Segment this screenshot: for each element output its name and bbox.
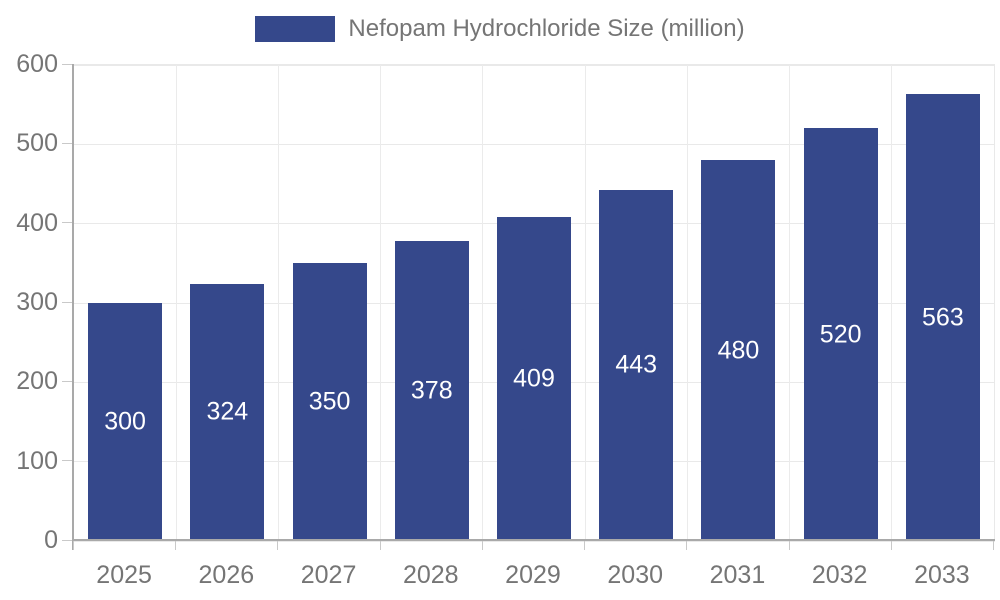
x-tick-mark [993, 541, 994, 550]
x-tick-label: 2033 [914, 561, 970, 589]
bar-2027[interactable]: 350 [292, 263, 367, 541]
x-tick-mark [73, 541, 74, 550]
bar-value-label: 378 [410, 376, 453, 405]
x-tick-label: 2026 [198, 561, 255, 589]
bar-2030[interactable]: 443 [599, 189, 674, 541]
bar-value-label: 480 [717, 336, 760, 365]
bar-value-label: 324 [206, 397, 249, 426]
gridline-horizontal [74, 64, 994, 66]
y-tick-mark [62, 301, 72, 303]
y-tick-mark [62, 380, 72, 382]
y-tick-label: 0 [44, 526, 58, 554]
x-tick-label: 2031 [709, 561, 766, 589]
x-tick-label: 2030 [607, 561, 664, 589]
x-tick-mark [788, 541, 790, 550]
x-tick-mark [175, 541, 177, 550]
legend-label: Nefopam Hydrochloride Size (million) [348, 15, 745, 42]
y-axis-line [72, 64, 74, 550]
x-tick-mark [584, 541, 586, 550]
x-axis-line [72, 539, 995, 541]
bar-2032[interactable]: 520 [803, 128, 878, 541]
x-tick-mark [277, 541, 279, 550]
bar-value-label: 443 [615, 350, 658, 379]
gridline-vertical [175, 65, 177, 541]
y-tick-label: 300 [16, 288, 58, 316]
x-tick-mark [890, 541, 892, 550]
gridline-vertical [789, 65, 791, 541]
bar-2033[interactable]: 563 [905, 94, 980, 541]
y-tick-mark [62, 142, 72, 144]
x-tick-label: 2025 [96, 561, 152, 589]
gridline-vertical [891, 65, 893, 541]
y-tick-label: 600 [16, 50, 58, 78]
y-tick-mark [62, 460, 72, 462]
x-tick-label: 2032 [811, 561, 868, 589]
gridline-horizontal [74, 143, 994, 145]
gridline-vertical [380, 65, 382, 541]
bar-value-label: 563 [922, 303, 964, 332]
x-tick-label: 2028 [402, 561, 459, 589]
x-tick-label: 2027 [300, 561, 357, 589]
x-tick-label: 2029 [505, 561, 561, 589]
bar-2028[interactable]: 378 [394, 241, 469, 541]
bar-value-label: 409 [513, 364, 555, 393]
y-tick-label: 200 [16, 367, 58, 396]
gridline-vertical [686, 65, 688, 541]
legend-swatch [255, 16, 336, 42]
bar-value-label: 520 [819, 320, 862, 349]
x-tick-mark [686, 541, 688, 550]
bar-2026[interactable]: 324 [190, 283, 265, 541]
bar-value-label: 350 [308, 387, 351, 416]
y-tick-label: 400 [16, 208, 58, 237]
y-tick-mark [62, 63, 72, 65]
x-tick-mark [379, 541, 381, 550]
bar-2031[interactable]: 480 [701, 160, 776, 541]
gridline-vertical [482, 65, 484, 541]
bar-value-label: 300 [104, 407, 146, 436]
gridline-vertical [277, 65, 279, 541]
plot-area: 300 324 350 378 409 443 480 520 563 [73, 64, 995, 542]
chart-legend[interactable]: Nefopam Hydrochloride Size (million) [0, 15, 1000, 43]
y-tick-mark [62, 539, 72, 541]
bar-2029[interactable]: 409 [497, 216, 571, 541]
y-tick-label: 500 [16, 129, 58, 158]
y-tick-mark [62, 222, 72, 224]
bar-2025[interactable]: 300 [88, 303, 163, 541]
x-tick-mark [481, 541, 483, 550]
gridline-vertical [584, 65, 586, 541]
y-tick-label: 100 [16, 446, 58, 475]
